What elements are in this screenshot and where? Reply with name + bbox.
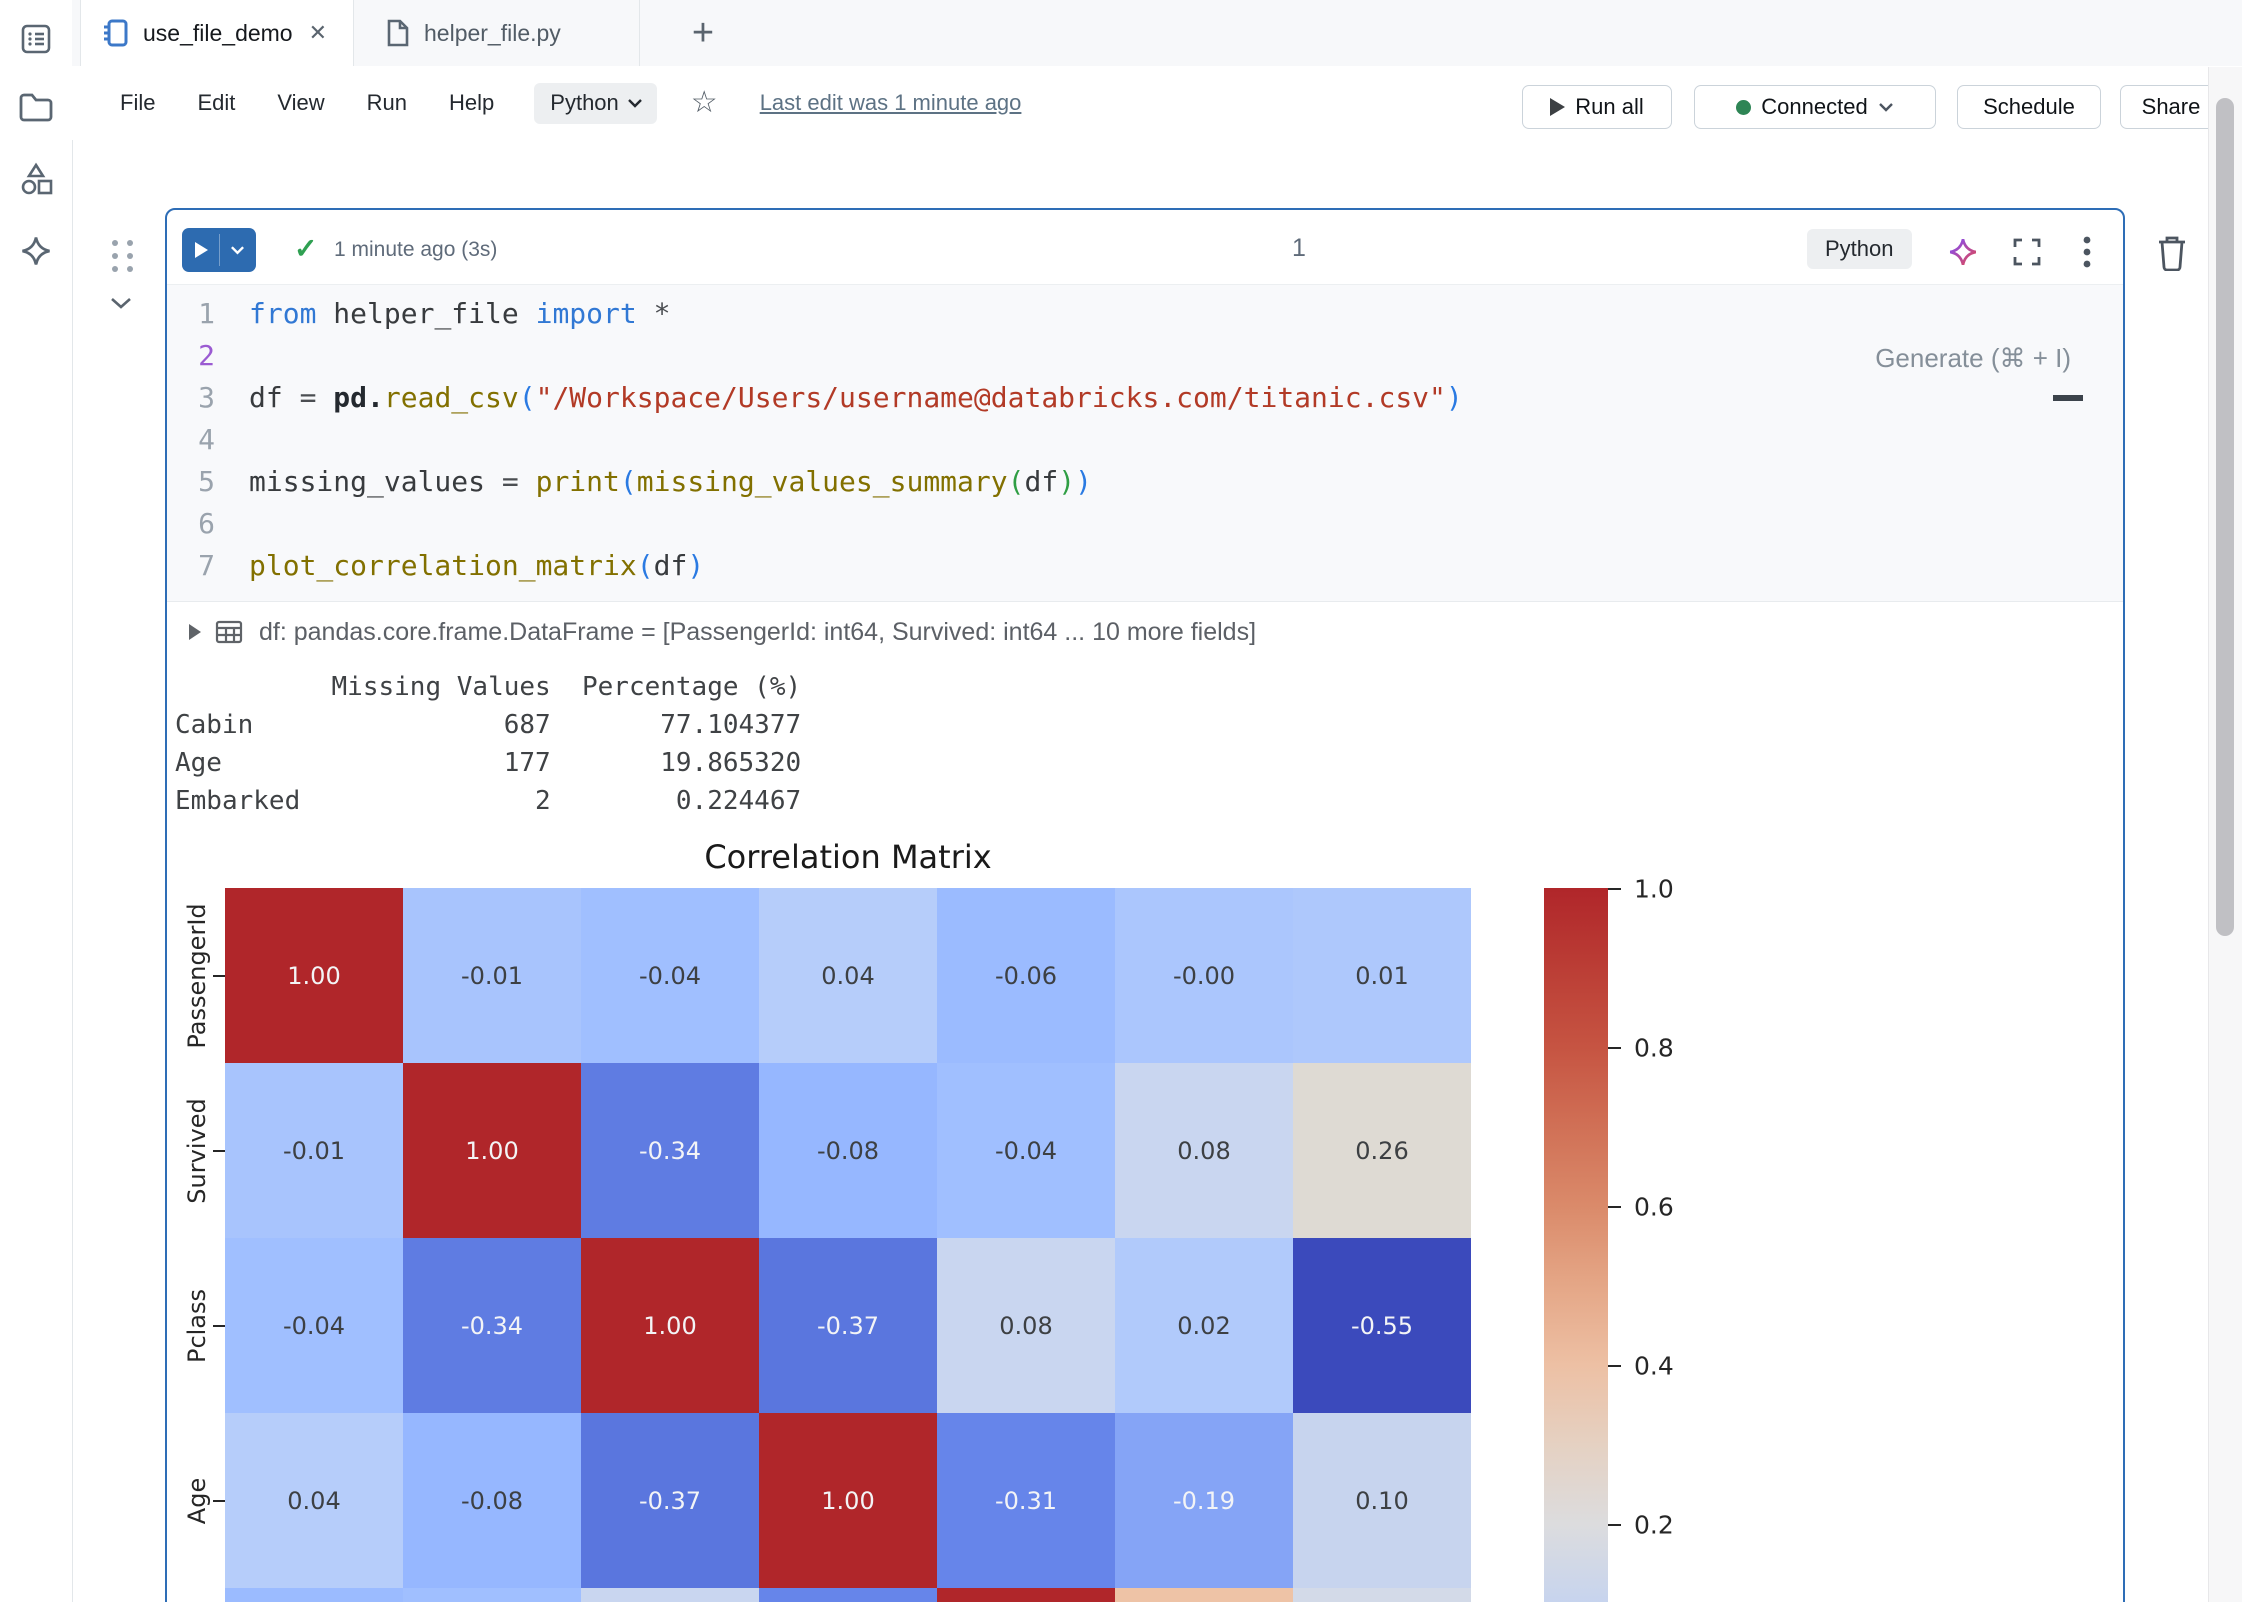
menu-item-view[interactable]: View [277, 90, 325, 115]
code-line[interactable]: 4 [167, 419, 2123, 461]
status-dot-icon [1736, 99, 1752, 115]
line-number: 5 [198, 465, 215, 498]
code-line[interactable]: 3 df = pd.read_csv("/Workspace/Users/user… [167, 377, 2123, 419]
run-all-button[interactable]: Run all [1522, 85, 1672, 129]
tab-label: use_file_demo [143, 19, 293, 46]
code-lines: 1 from helper_file import * 2 3 df = pd.read… [167, 293, 2123, 587]
line-number: 6 [198, 507, 215, 540]
schedule-label: Schedule [1983, 94, 2075, 119]
disclosure-triangle-icon[interactable] [189, 624, 201, 640]
play-icon [1550, 98, 1566, 116]
schedule-button[interactable]: Schedule [1957, 85, 2101, 129]
menu-item-edit[interactable]: Edit [197, 90, 236, 115]
last-edit-link[interactable]: Last edit was 1 minute ago [759, 90, 1022, 115]
connected-label: Connected [1761, 94, 1868, 119]
overview-ruler-mark [2053, 395, 2083, 401]
chevron-down-icon [627, 98, 642, 108]
connected-dropdown[interactable]: Connected [1694, 85, 1936, 129]
code-line[interactable]: 6 [167, 503, 2123, 545]
run-icon[interactable] [182, 228, 219, 272]
run-options-chevron-icon[interactable] [220, 228, 257, 272]
file-icon [385, 18, 411, 48]
assistant-sparkle-icon[interactable] [1945, 234, 1981, 270]
language-label: Python [550, 89, 619, 115]
favorite-star-icon[interactable]: ☆ [690, 86, 718, 119]
generate-hint: Generate (⌘ + I) [1875, 343, 2071, 373]
code-line[interactable]: 2 [167, 335, 2123, 377]
line-number: 4 [198, 423, 215, 456]
menu-item-help[interactable]: Help [449, 90, 495, 115]
code-line[interactable]: 7 plot_correlation_matrix(df) [167, 545, 2123, 587]
folder-icon[interactable] [17, 88, 55, 126]
menu-items: File Edit View Run Help [120, 90, 494, 116]
delete-cell-trash-icon[interactable] [2150, 230, 2194, 274]
assistant-sparkle-icon[interactable] [17, 232, 55, 270]
cell-drag-handle[interactable] [107, 236, 137, 276]
shapes-icon[interactable] [17, 160, 55, 198]
code-editor[interactable]: 1 from helper_file import * 2 3 df = pd.read… [167, 284, 2123, 602]
left-sidebar [0, 0, 73, 1602]
cell-language-badge[interactable]: Python [1807, 229, 1912, 269]
new-tab-button[interactable]: + [691, 11, 715, 54]
tab-label: helper_file.py [424, 19, 561, 46]
tab-strip: use_file_demo ✕ helper_file.py + [72, 0, 2242, 67]
dataframe-result-row[interactable]: df: pandas.core.frame.DataFrame = [Passe… [167, 602, 2123, 662]
kebab-menu-icon[interactable] [2069, 234, 2105, 270]
chevron-down-icon [1878, 103, 1893, 112]
cell-toolbar: ✓ 1 minute ago (3s) 1 Python [167, 210, 2123, 284]
run-all-label: Run all [1575, 94, 1644, 119]
line-number: 3 [198, 381, 215, 414]
share-label: Share [2141, 94, 2201, 119]
scrollbar-thumb[interactable] [2216, 98, 2234, 936]
cell-run-status: 1 minute ago (3s) [334, 238, 498, 261]
tab-helper-file[interactable]: helper_file.py [354, 0, 640, 66]
tab-use-file-demo[interactable]: use_file_demo ✕ [80, 0, 354, 66]
close-icon[interactable]: ✕ [308, 20, 328, 45]
code-line[interactable]: 5 missing_values = print(missing_values_s… [167, 461, 2123, 503]
code-line[interactable]: 1 from helper_file import * [167, 293, 2123, 335]
menu-item-file[interactable]: File [120, 90, 156, 115]
success-check-icon: ✓ [294, 233, 318, 264]
line-number: 7 [198, 549, 215, 582]
line-number: 2 [198, 339, 215, 372]
missing-values-output: Missing Values Percentage (%) Cabin 687 … [175, 672, 802, 816]
language-selector[interactable]: Python [534, 82, 657, 124]
cell-number: 1 [1292, 234, 1306, 262]
notebook-cell: ✓ 1 minute ago (3s) 1 Python [165, 208, 2125, 1602]
notebook-panel-icon[interactable] [17, 20, 55, 58]
menu-item-run[interactable]: Run [366, 90, 408, 115]
run-cell-button[interactable] [182, 228, 256, 272]
line-number: 1 [198, 297, 215, 330]
fullscreen-icon[interactable] [2009, 234, 2045, 270]
share-button[interactable]: Share [2120, 85, 2222, 129]
dataframe-summary-text: df: pandas.core.frame.DataFrame = [Passe… [259, 617, 1257, 646]
cell-collapse-chevron-icon[interactable] [109, 296, 133, 310]
table-icon [215, 620, 243, 644]
notebook-icon [100, 18, 130, 48]
